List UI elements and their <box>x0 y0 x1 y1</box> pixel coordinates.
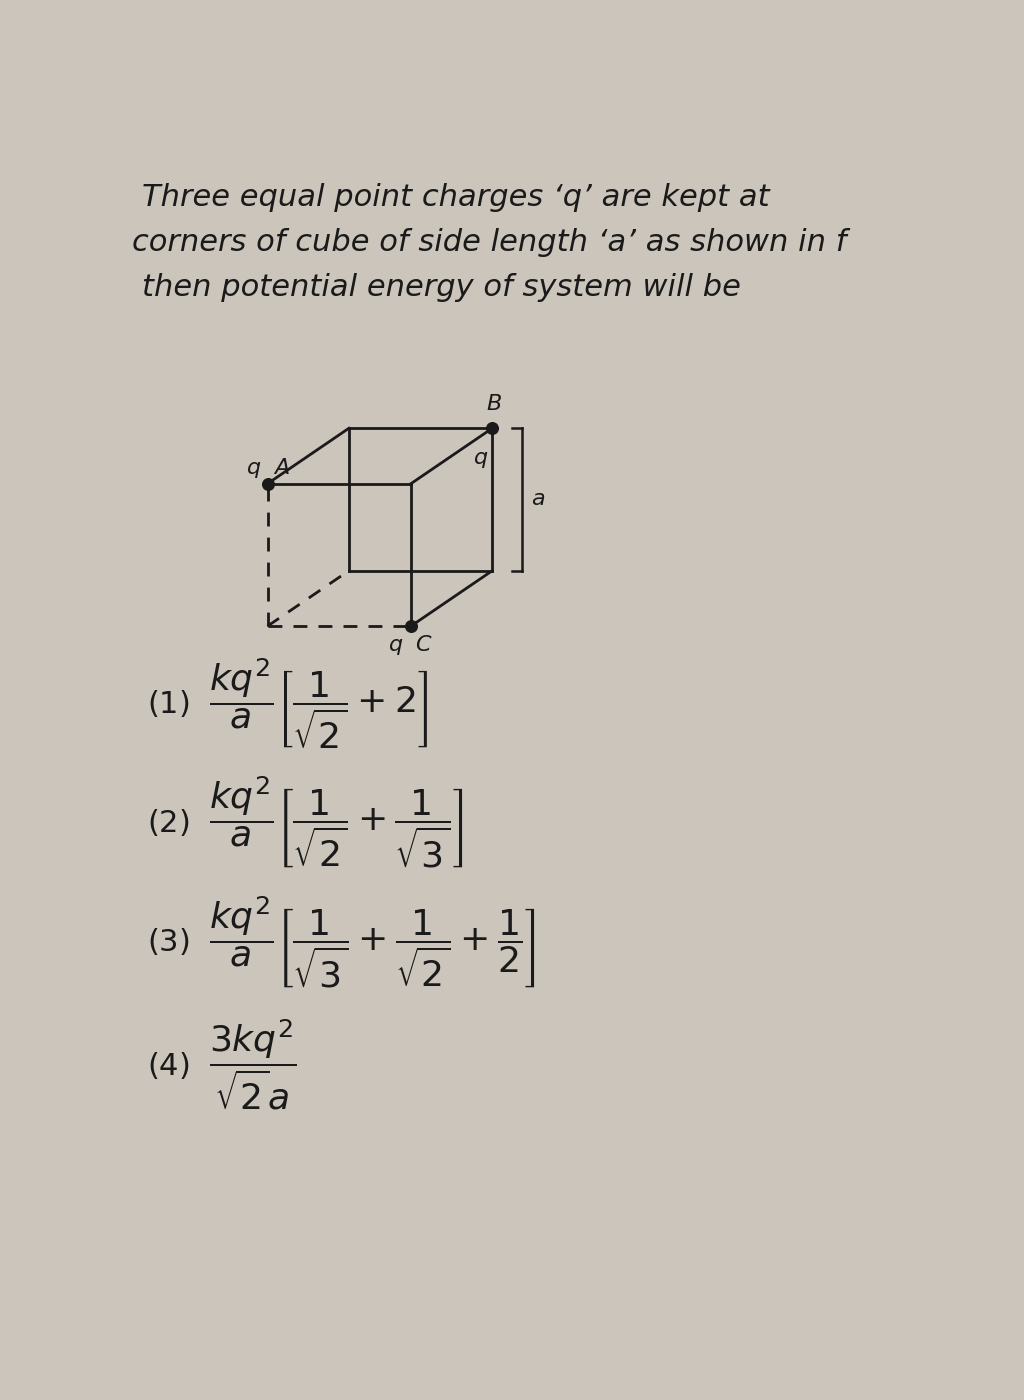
Text: $\dfrac{kq^2}{a}\left[\dfrac{1}{\sqrt{2}}+\dfrac{1}{\sqrt{3}}\right]$: $\dfrac{kq^2}{a}\left[\dfrac{1}{\sqrt{2}… <box>209 774 464 871</box>
Text: $(2)$: $(2)$ <box>147 806 189 839</box>
Text: q: q <box>247 458 261 477</box>
Text: $\dfrac{3kq^2}{\sqrt{2}a}$: $\dfrac{3kq^2}{\sqrt{2}a}$ <box>209 1018 297 1113</box>
Text: C: C <box>415 636 430 655</box>
Text: Three equal point charges ‘q’ are kept at: Three equal point charges ‘q’ are kept a… <box>142 183 770 213</box>
Text: then potential energy of system will be: then potential energy of system will be <box>142 273 740 302</box>
Point <box>402 615 419 637</box>
Text: q: q <box>474 448 488 468</box>
Text: corners of cube of side length ‘a’ as shown in f: corners of cube of side length ‘a’ as sh… <box>132 228 847 258</box>
Text: $(1)$: $(1)$ <box>147 687 189 718</box>
Point <box>484 417 501 440</box>
Text: a: a <box>531 490 545 510</box>
Text: $\dfrac{kq^2}{a}\left[\dfrac{1}{\sqrt{3}}+\dfrac{1}{\sqrt{2}}+\dfrac{1}{2}\right: $\dfrac{kq^2}{a}\left[\dfrac{1}{\sqrt{3}… <box>209 895 537 990</box>
Text: $(4)$: $(4)$ <box>147 1050 189 1081</box>
Text: A: A <box>273 458 289 477</box>
Point <box>259 472 275 494</box>
Text: $\dfrac{kq^2}{a}\left[\dfrac{1}{\sqrt{2}}+2\right]$: $\dfrac{kq^2}{a}\left[\dfrac{1}{\sqrt{2}… <box>209 655 428 750</box>
Text: B: B <box>486 395 502 414</box>
Text: $(3)$: $(3)$ <box>147 927 189 958</box>
Text: q: q <box>389 636 403 655</box>
